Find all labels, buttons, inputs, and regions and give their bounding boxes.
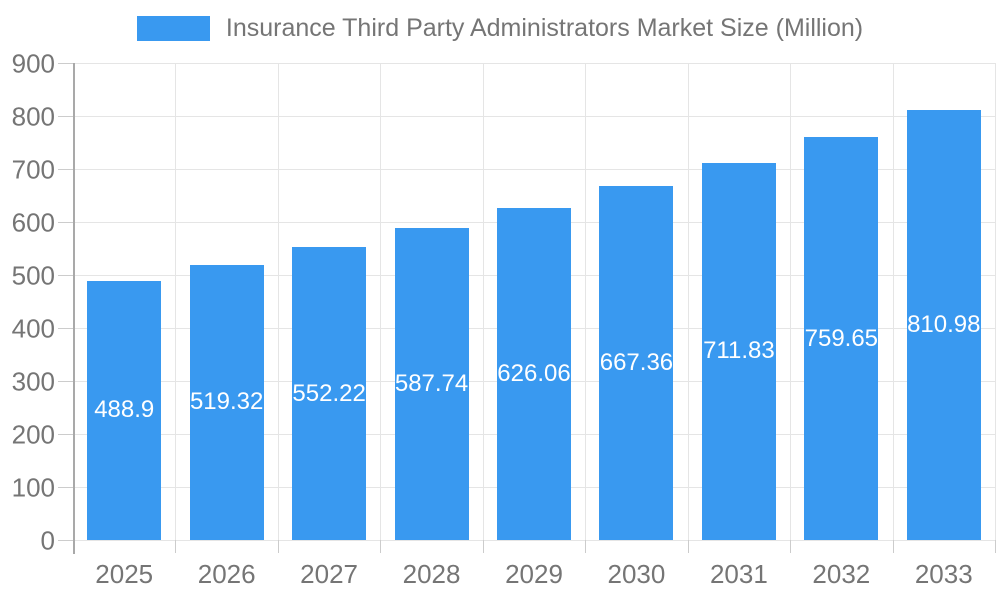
bar[interactable]: 667.36 xyxy=(599,186,674,540)
bar-value-label: 667.36 xyxy=(599,349,674,377)
x-tick xyxy=(585,540,587,553)
bar-value-label: 519.32 xyxy=(189,388,264,416)
y-tick xyxy=(58,434,73,435)
x-axis-label: 2028 xyxy=(402,559,461,589)
x-tick xyxy=(482,540,484,553)
y-axis-label: 600 xyxy=(11,207,55,238)
legend-swatch xyxy=(136,16,210,41)
bar-value-label: 626.06 xyxy=(497,360,571,388)
y-tick xyxy=(58,169,73,170)
x-axis-label: 2027 xyxy=(300,559,359,589)
y-tick xyxy=(58,275,73,276)
x-gridline xyxy=(995,63,996,540)
y-axis-line xyxy=(73,63,75,554)
x-gridline xyxy=(892,63,894,540)
x-tick xyxy=(175,540,177,553)
x-axis-label: 2031 xyxy=(709,559,768,589)
y-tick xyxy=(58,540,73,541)
x-gridline xyxy=(482,63,484,540)
chart-legend[interactable]: Insurance Third Party Administrators Mar… xyxy=(0,14,1000,43)
x-gridline xyxy=(790,63,792,540)
x-gridline xyxy=(585,63,587,540)
y-gridline xyxy=(73,169,995,170)
bar[interactable]: 552.22 xyxy=(292,247,367,540)
bar[interactable]: 587.74 xyxy=(394,228,469,540)
x-gridline xyxy=(380,63,382,540)
x-tick xyxy=(790,540,792,553)
x-tick xyxy=(995,540,996,553)
bar[interactable]: 488.9 xyxy=(87,280,162,540)
bar[interactable]: 810.98 xyxy=(906,110,981,540)
bar-value-label: 810.98 xyxy=(907,311,981,339)
x-gridline xyxy=(687,63,689,540)
y-tick xyxy=(58,222,73,223)
y-axis-label: 200 xyxy=(11,419,55,450)
bar-value-label: 759.65 xyxy=(804,324,879,352)
x-tick xyxy=(380,540,382,553)
x-tick xyxy=(687,540,689,553)
y-tick xyxy=(58,328,73,329)
y-gridline xyxy=(73,116,995,117)
y-axis-label: 0 xyxy=(40,525,55,556)
x-gridline xyxy=(277,63,279,540)
y-tick xyxy=(58,63,73,64)
bar[interactable]: 519.32 xyxy=(189,264,264,540)
x-axis-label: 2030 xyxy=(607,559,666,589)
x-axis-label: 2026 xyxy=(197,559,256,589)
y-axis-label: 800 xyxy=(11,101,55,132)
bar-value-label: 552.22 xyxy=(292,379,366,407)
y-axis-label: 900 xyxy=(11,48,55,79)
x-axis-label: 2032 xyxy=(812,559,871,589)
y-axis-label: 400 xyxy=(11,313,55,344)
x-gridline xyxy=(175,63,177,540)
x-axis-label: 2025 xyxy=(95,559,154,589)
x-axis-label: 2029 xyxy=(505,559,563,589)
bar-value-label: 711.83 xyxy=(703,337,775,365)
y-axis-label: 500 xyxy=(11,260,55,291)
bar[interactable]: 626.06 xyxy=(497,208,571,540)
y-tick xyxy=(58,381,73,382)
y-axis-label: 100 xyxy=(11,472,55,503)
bar[interactable]: 759.65 xyxy=(804,137,879,540)
bar-value-label: 587.74 xyxy=(394,370,469,398)
y-tick xyxy=(58,116,73,117)
x-tick xyxy=(892,540,894,553)
y-gridline xyxy=(73,540,995,541)
y-tick xyxy=(58,487,73,488)
bar[interactable]: 711.83 xyxy=(701,162,776,540)
x-tick xyxy=(277,540,279,553)
legend-label: Insurance Third Party Administrators Mar… xyxy=(225,14,864,42)
x-axis-label: 2033 xyxy=(914,559,973,589)
y-gridline xyxy=(73,63,995,64)
bar-value-label: 488.9 xyxy=(94,396,155,424)
y-axis-label: 300 xyxy=(11,366,55,397)
y-axis-label: 700 xyxy=(11,154,55,185)
